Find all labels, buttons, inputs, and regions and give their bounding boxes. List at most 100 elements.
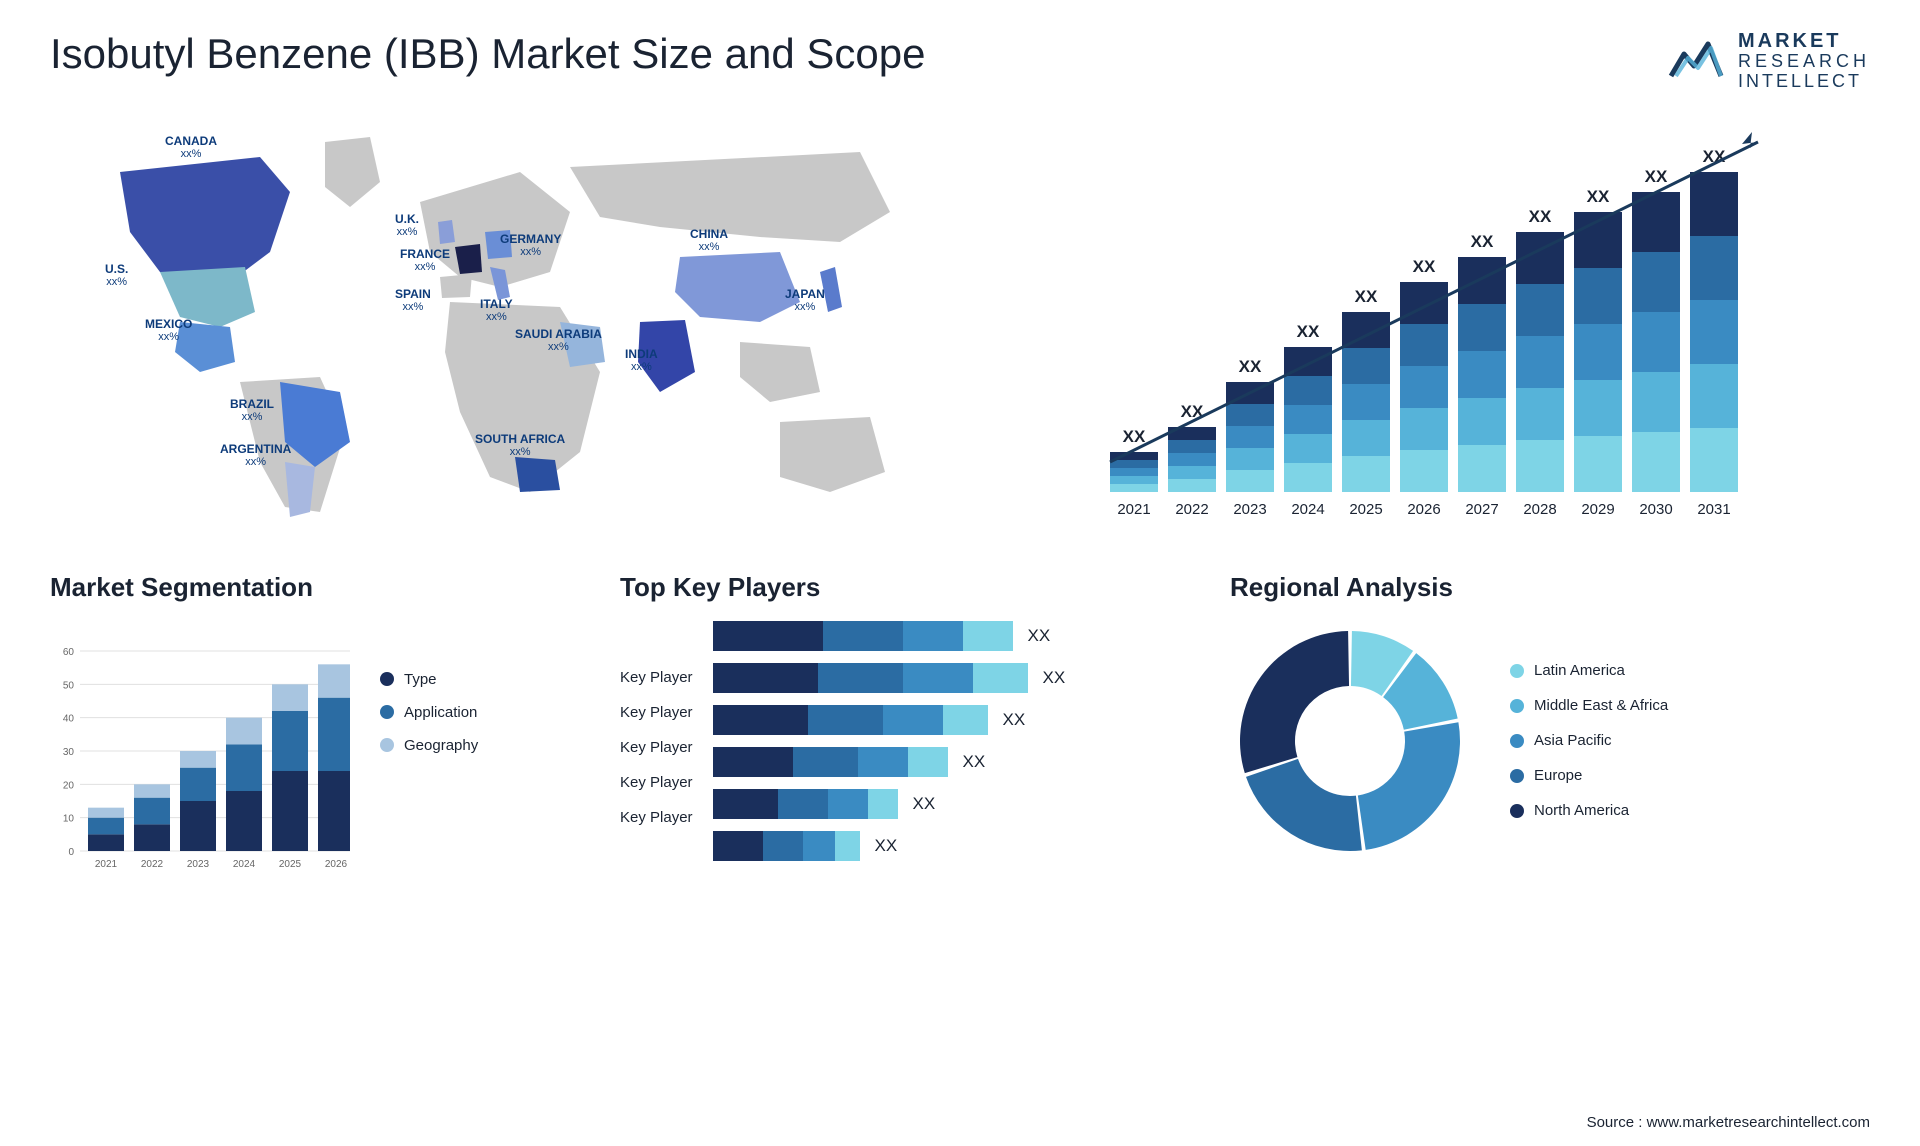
map-label-uk: U.K.xx%: [395, 212, 419, 240]
growth-bar-seg: [1226, 448, 1274, 470]
keyplayer-row: XX: [713, 663, 1180, 693]
growth-bar-seg: [1690, 172, 1738, 236]
map-label-france: FRANCExx%: [400, 247, 450, 275]
keyplayer-value: XX: [1003, 710, 1026, 730]
keyplayer-bar: [713, 789, 898, 819]
keyplayer-value: XX: [875, 836, 898, 856]
keyplayer-bar-seg: [903, 621, 963, 651]
keyplayer-bar-seg: [943, 705, 988, 735]
growth-bar-seg: [1284, 405, 1332, 434]
keyplayer-bar: [713, 747, 948, 777]
growth-bar-seg: [1342, 420, 1390, 456]
keyplayer-bar-seg: [713, 705, 808, 735]
keyplayer-bar-seg: [883, 705, 943, 735]
map-region-greenland: [325, 137, 380, 207]
map-label-italy: ITALYxx%: [480, 297, 513, 325]
growth-bar-seg: [1400, 324, 1448, 366]
keyplayer-label: Key Player: [620, 669, 693, 686]
growth-bar-seg: [1400, 450, 1448, 492]
world-map-panel: CANADAxx%U.S.xx%MEXICOxx%BRAZILxx%ARGENT…: [50, 112, 970, 532]
map-region-aus: [780, 417, 885, 492]
growth-bar-year: 2024: [1291, 501, 1324, 518]
keyplayer-bar: [713, 831, 860, 861]
growth-chart-svg: XX2021XX2022XX2023XX2024XX2025XX2026XX20…: [1010, 112, 1870, 532]
growth-bar-seg: [1690, 364, 1738, 428]
seg-legend-item: Type: [380, 671, 478, 688]
segmentation-svg: 0102030405060202120222023202420252026: [50, 621, 350, 881]
seg-bar-seg: [134, 784, 170, 797]
growth-bar-year: 2028: [1523, 501, 1556, 518]
growth-bar-seg: [1168, 466, 1216, 479]
keyplayers-title: Top Key Players: [620, 572, 1180, 603]
seg-ytick: 0: [68, 847, 74, 858]
keyplayer-bar-seg: [823, 621, 903, 651]
donut-slice: [1358, 722, 1460, 850]
growth-bar-seg: [1458, 398, 1506, 445]
brand-logo: MARKET RESEARCH INTELLECT: [1666, 30, 1870, 92]
map-region-safr: [515, 457, 560, 492]
regional-legend-item: Europe: [1510, 767, 1668, 784]
growth-bar-seg: [1574, 380, 1622, 436]
growth-bar-seg: [1168, 453, 1216, 466]
keyplayer-value: XX: [1028, 626, 1051, 646]
seg-xtick: 2026: [325, 859, 348, 870]
growth-bar-seg: [1226, 426, 1274, 448]
keyplayers-bars: XXXXXXXXXXXX: [713, 621, 1180, 861]
seg-bar-seg: [180, 751, 216, 768]
growth-bar-seg: [1458, 445, 1506, 492]
growth-bar-seg: [1516, 388, 1564, 440]
growth-bar-seg: [1284, 434, 1332, 463]
keyplayer-bar-seg: [828, 789, 868, 819]
map-label-china: CHINAxx%: [690, 227, 728, 255]
growth-bar-seg: [1400, 282, 1448, 324]
growth-bar-seg: [1400, 366, 1448, 408]
segmentation-section: Market Segmentation 01020304050602021202…: [50, 572, 570, 881]
regional-legend: Latin AmericaMiddle East & AfricaAsia Pa…: [1510, 662, 1668, 819]
growth-bar-year: 2023: [1233, 501, 1266, 518]
growth-bar-seg: [1516, 336, 1564, 388]
growth-bar-seg: [1632, 312, 1680, 372]
map-label-argentina: ARGENTINAxx%: [220, 442, 291, 470]
legend-dot-icon: [380, 705, 394, 719]
keyplayer-bar-seg: [963, 621, 1013, 651]
growth-bar-seg: [1168, 440, 1216, 453]
legend-dot-icon: [1510, 699, 1524, 713]
seg-bar-seg: [226, 717, 262, 744]
seg-bar-seg: [318, 697, 350, 770]
keyplayer-row: XX: [713, 621, 1180, 651]
legend-label: Type: [404, 671, 437, 688]
seg-ytick: 40: [63, 713, 75, 724]
keyplayer-bar-seg: [778, 789, 828, 819]
growth-bar-value: XX: [1645, 167, 1668, 186]
growth-bar-year: 2025: [1349, 501, 1382, 518]
logo-text-2: RESEARCH: [1738, 52, 1870, 72]
keyplayer-label: Key Player: [620, 774, 693, 791]
growth-bar-year: 2021: [1117, 501, 1150, 518]
map-label-us: U.S.xx%: [105, 262, 128, 290]
keyplayer-bar-seg: [908, 747, 948, 777]
seg-bar-seg: [180, 767, 216, 800]
seg-xtick: 2024: [233, 859, 256, 870]
keyplayer-bar-seg: [793, 747, 858, 777]
map-label-japan: JAPANxx%: [785, 287, 825, 315]
growth-bar-seg: [1284, 376, 1332, 405]
growth-bar-seg: [1690, 428, 1738, 492]
seg-bar-seg: [272, 684, 308, 711]
seg-bar-seg: [134, 797, 170, 824]
keyplayer-bar-seg: [835, 831, 860, 861]
map-label-saudiarabia: SAUDI ARABIAxx%: [515, 327, 602, 355]
keyplayers-labels: Key PlayerKey PlayerKey PlayerKey Player…: [620, 621, 693, 861]
keyplayer-label: Key Player: [620, 809, 693, 826]
legend-dot-icon: [1510, 664, 1524, 678]
regional-legend-item: Middle East & Africa: [1510, 697, 1668, 714]
seg-legend-item: Application: [380, 704, 478, 721]
map-label-southafrica: SOUTH AFRICAxx%: [475, 432, 565, 460]
growth-bar-seg: [1516, 440, 1564, 492]
keyplayer-value: XX: [1043, 668, 1066, 688]
seg-ytick: 60: [63, 647, 75, 658]
keyplayer-bar-seg: [803, 831, 835, 861]
seg-bar-seg: [226, 791, 262, 851]
keyplayer-row: XX: [713, 705, 1180, 735]
keyplayer-value: XX: [913, 794, 936, 814]
growth-bar-seg: [1574, 324, 1622, 380]
